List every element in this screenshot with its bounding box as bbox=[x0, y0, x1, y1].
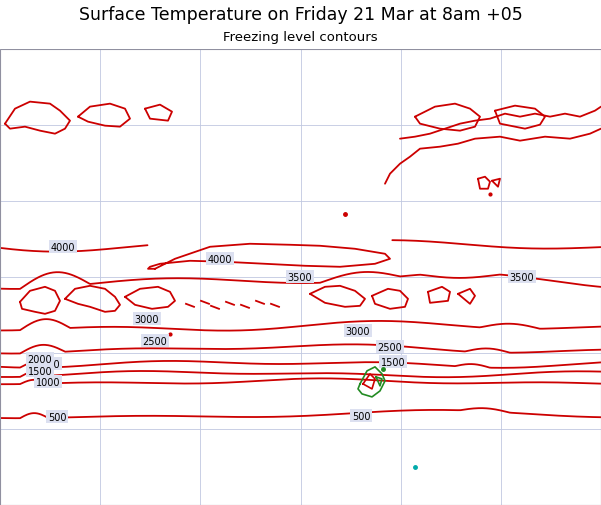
Text: 500: 500 bbox=[352, 411, 370, 421]
Text: 4000: 4000 bbox=[50, 242, 75, 252]
Text: 3000: 3000 bbox=[135, 314, 159, 324]
Text: Surface Temperature on Friday 21 Mar at 8am +05: Surface Temperature on Friday 21 Mar at … bbox=[79, 6, 522, 24]
Text: 1500: 1500 bbox=[28, 366, 52, 376]
Text: 2500: 2500 bbox=[142, 336, 167, 346]
Text: 3000: 3000 bbox=[346, 326, 370, 336]
Text: 2000: 2000 bbox=[35, 359, 60, 369]
Text: 1500: 1500 bbox=[380, 357, 405, 367]
Text: 3500: 3500 bbox=[288, 272, 313, 282]
Text: 2000: 2000 bbox=[28, 354, 52, 364]
Text: 1000: 1000 bbox=[35, 377, 60, 387]
Text: 500: 500 bbox=[47, 412, 66, 422]
Text: Freezing level contours: Freezing level contours bbox=[223, 31, 378, 43]
Text: 2500: 2500 bbox=[377, 342, 403, 352]
Text: 4000: 4000 bbox=[208, 255, 232, 264]
Text: 3500: 3500 bbox=[510, 272, 534, 282]
